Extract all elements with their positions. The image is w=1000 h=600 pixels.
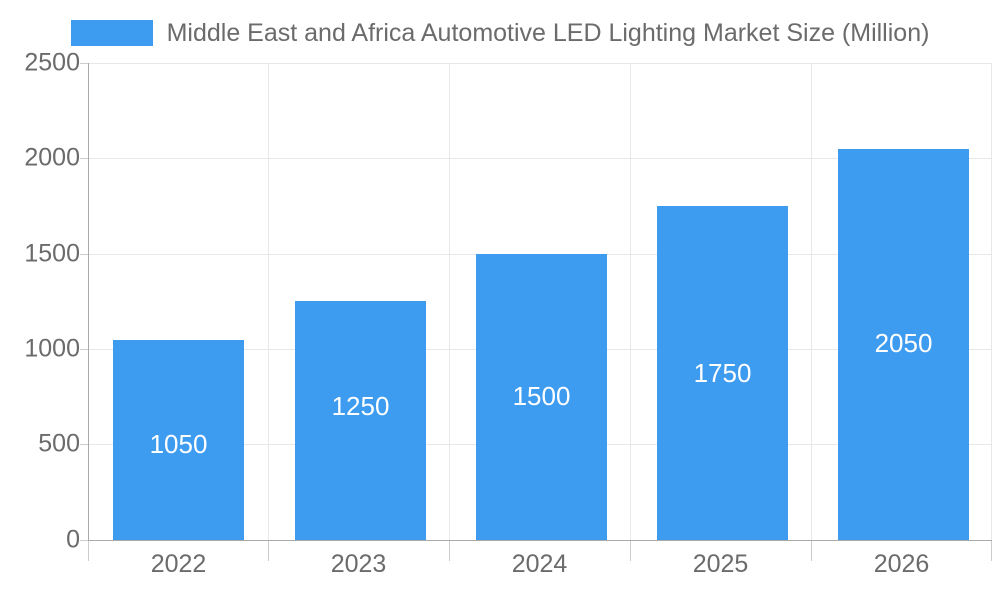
bar-value-label-2022: 1050: [149, 429, 208, 459]
bar-value-label-2023: 1250: [331, 391, 390, 421]
y-tick-label: 1000: [24, 334, 80, 363]
y-axis-line: [88, 63, 89, 540]
y-tick-mark: [80, 158, 88, 159]
y-tick-label: 1500: [24, 239, 80, 268]
legend-color-swatch: [70, 20, 153, 46]
bar-value-label-2024: 1500: [512, 381, 571, 411]
gridline-horizontal: [88, 63, 992, 64]
gridline-vertical: [268, 63, 269, 540]
y-tick-mark: [80, 444, 88, 445]
y-axis-labels: 2500 2000 1500 1000 500 0: [0, 0, 80, 600]
y-tick-label: 2000: [24, 143, 80, 172]
gridline-vertical: [630, 63, 631, 540]
y-tick-mark: [80, 63, 88, 64]
bar-2022[interactable]: [113, 340, 244, 540]
y-tick-label: 2500: [24, 48, 80, 77]
x-tick-mark: [630, 541, 631, 561]
x-tick-label-2025: 2025: [692, 550, 749, 578]
bar-2026[interactable]: [838, 149, 969, 540]
gridline-horizontal: [88, 158, 992, 159]
bar-value-label-2026: 2050: [874, 328, 933, 358]
x-tick-mark: [991, 541, 992, 561]
legend-series-label: Middle East and Africa Automotive LED Li…: [166, 18, 930, 47]
y-tick-mark: [80, 254, 88, 255]
gridline-vertical: [811, 63, 812, 540]
gridline-vertical: [449, 63, 450, 540]
x-tick-mark: [268, 541, 269, 561]
y-tick-label: 0: [66, 525, 80, 554]
x-tick-mark: [449, 541, 450, 561]
bar-2023[interactable]: [295, 301, 426, 540]
x-tick-label-2022: 2022: [150, 550, 207, 578]
chart-legend: Middle East and Africa Automotive LED Li…: [0, 14, 1000, 52]
x-tick-label-2024: 2024: [511, 550, 568, 578]
y-tick-mark: [80, 349, 88, 350]
y-tick-label: 500: [38, 429, 80, 458]
x-tick-mark: [811, 541, 812, 561]
x-tick-label-2026: 2026: [873, 550, 930, 578]
gridline-vertical: [991, 63, 992, 540]
x-tick-mark: [88, 541, 89, 561]
bar-value-label-2025: 1750: [693, 358, 752, 388]
bar-2024[interactable]: [476, 254, 607, 540]
x-tick-label-2023: 2023: [330, 550, 387, 578]
bar-2025[interactable]: [657, 206, 788, 540]
plot-area: 1050 1250 1500 1750 2050: [88, 63, 992, 540]
x-axis-line: [88, 540, 992, 541]
y-tick-mark: [80, 540, 88, 541]
